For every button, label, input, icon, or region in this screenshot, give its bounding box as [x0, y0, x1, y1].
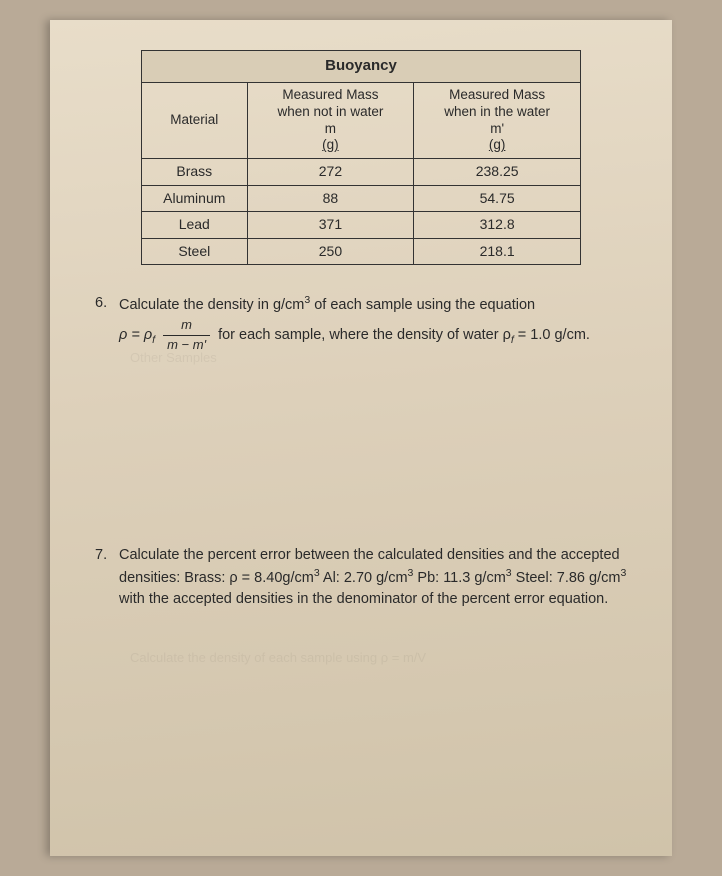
q7-b: Al: 2.70 g/cm: [320, 570, 408, 586]
table-row: Brass 272 238.25: [142, 159, 581, 186]
cell-mp: 238.25: [414, 159, 581, 186]
cell-mp: 218.1: [414, 238, 581, 265]
table-header-row: Material Measured Mass when not in water…: [142, 82, 581, 159]
buoyancy-table-wrap: Buoyancy Material Measured Mass when not…: [141, 50, 581, 265]
hdr2-line1: Measured Mass: [449, 87, 545, 102]
hdr1-unit: (g): [322, 137, 339, 152]
buoyancy-table: Buoyancy Material Measured Mass when not…: [141, 50, 581, 265]
ghost-text: Calculate the density of each sample usi…: [130, 650, 426, 665]
hdr2-sym: m': [490, 121, 504, 136]
cell-m: 88: [247, 185, 414, 212]
q7-c: Pb: 11.3 g/cm: [413, 570, 505, 586]
cell-material: Aluminum: [142, 185, 248, 212]
table-title: Buoyancy: [142, 51, 581, 83]
cell-material: Brass: [142, 159, 248, 186]
question-number: 6.: [95, 293, 119, 355]
col-material: Material: [142, 82, 248, 159]
hdr1-sym: m: [325, 121, 336, 136]
hdr1-line1: Measured Mass: [282, 87, 378, 102]
question-body: Calculate the density in g/cm3 of each s…: [119, 293, 627, 355]
table-row: Lead 371 312.8: [142, 212, 581, 239]
hdr2-unit: (g): [489, 137, 506, 152]
cell-material: Lead: [142, 212, 248, 239]
q6-text-2b: = 1.0 g/cm.: [514, 327, 590, 343]
q7-e: with the accepted densities in the denom…: [119, 591, 608, 607]
question-6: 6. Calculate the density in g/cm3 of eac…: [95, 293, 627, 355]
cell-m: 371: [247, 212, 414, 239]
q6-text-2a: for each sample, where the density of wa…: [218, 327, 511, 343]
cell-m: 250: [247, 238, 414, 265]
hdr2-line2: when in the water: [444, 104, 550, 119]
frac-top: m: [163, 316, 210, 336]
cell-m: 272: [247, 159, 414, 186]
eq-lhs: ρ = ρ: [119, 327, 152, 343]
question-body: Calculate the percent error between the …: [119, 545, 627, 610]
cell-mp: 54.75: [414, 185, 581, 212]
question-7: 7. Calculate the percent error between t…: [95, 545, 627, 610]
table-title-row: Buoyancy: [142, 51, 581, 83]
q6-text-1b: of each sample using the equation: [310, 297, 535, 313]
eq-sub: f: [152, 334, 155, 346]
question-number: 7.: [95, 545, 119, 610]
col-mass-dry: Measured Mass when not in water m (g): [247, 82, 414, 159]
cell-mp: 312.8: [414, 212, 581, 239]
q6-text-1a: Calculate the density in g/cm: [119, 297, 304, 313]
table-row: Aluminum 88 54.75: [142, 185, 581, 212]
exponent-3: 3: [620, 567, 626, 579]
q7-d: Steel: 7.86 g/cm: [512, 570, 621, 586]
cell-material: Steel: [142, 238, 248, 265]
table-row: Steel 250 218.1: [142, 238, 581, 265]
worksheet-page: Buoyancy Material Measured Mass when not…: [50, 20, 672, 856]
frac-bot: m − m': [163, 336, 210, 355]
col-mass-wet: Measured Mass when in the water m' (g): [414, 82, 581, 159]
equation-fraction: m m − m': [163, 316, 210, 355]
hdr1-line2: when not in water: [278, 104, 384, 119]
